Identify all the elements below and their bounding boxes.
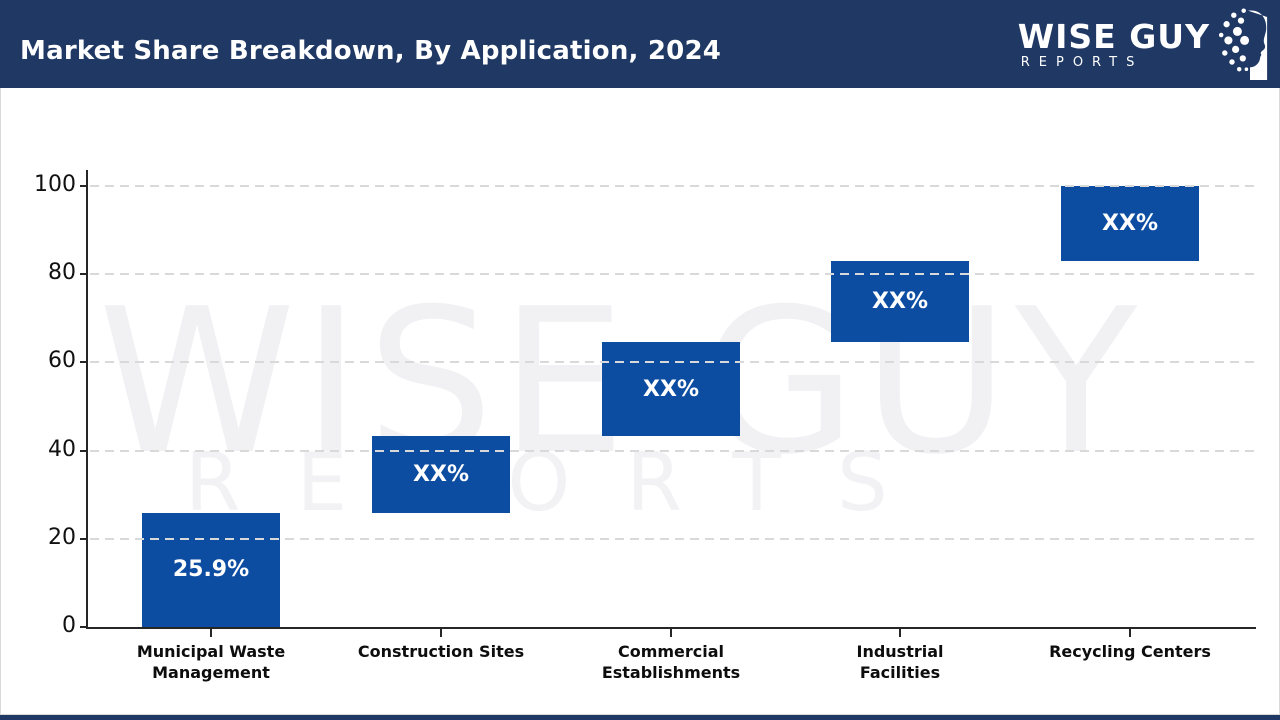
gridline bbox=[90, 273, 1256, 276]
bar-value-label: XX% bbox=[643, 376, 699, 402]
bar-segment: 25.9% bbox=[142, 512, 280, 627]
logo-text: WISE GUY REPORTS bbox=[1018, 20, 1210, 69]
bar-value-label: 25.9% bbox=[172, 557, 250, 583]
bar-value-label: XX% bbox=[413, 462, 469, 488]
gridline bbox=[90, 537, 1256, 540]
x-category-label: Recycling Centers bbox=[1015, 642, 1245, 663]
x-category-label-line: Facilities bbox=[859, 662, 941, 682]
y-tick-label: 40 bbox=[48, 436, 76, 462]
x-category-label: Municipal Waste Management bbox=[96, 642, 326, 684]
bar-segment: XX% bbox=[1061, 186, 1199, 262]
left-border bbox=[0, 88, 1, 720]
y-tick-mark bbox=[80, 361, 88, 364]
y-tick-label: 20 bbox=[48, 524, 76, 550]
wiseguy-logo: WISE GUY REPORTS bbox=[1018, 6, 1268, 82]
y-tick-mark bbox=[80, 185, 88, 187]
x-category-label: Industrial Facilities bbox=[785, 642, 1015, 684]
x-category-label-line: Management bbox=[152, 662, 270, 682]
bottom-hairline bbox=[0, 714, 1280, 715]
x-category-label-line: Commercial bbox=[617, 642, 725, 661]
x-category-label-line: Industrial bbox=[856, 642, 944, 661]
x-tick-mark bbox=[670, 629, 672, 637]
wiseguy-face-icon bbox=[1218, 8, 1268, 81]
x-category-label-line: Establishments bbox=[601, 662, 741, 682]
x-category-label-line: Recycling Centers bbox=[1049, 642, 1211, 661]
chart-title: Market Share Breakdown, By Application, … bbox=[20, 36, 722, 66]
bar-value-label: XX% bbox=[872, 289, 928, 315]
header: Market Share Breakdown, By Application, … bbox=[0, 0, 1280, 88]
y-tick-label: 80 bbox=[48, 260, 76, 286]
logo-wiseguy-text: WISE GUY bbox=[1017, 16, 1210, 56]
bar-segment: XX% bbox=[372, 436, 510, 513]
y-tick-mark bbox=[80, 449, 88, 452]
y-tick-label: 0 bbox=[62, 613, 76, 638]
y-axis-line bbox=[86, 170, 88, 629]
y-tick-label: 100 bbox=[34, 172, 76, 197]
gridline bbox=[90, 449, 1256, 452]
x-category-label: Commercial Establishments bbox=[556, 642, 786, 684]
x-tick-mark bbox=[440, 629, 442, 637]
y-tick-mark bbox=[80, 626, 88, 628]
x-axis-line bbox=[86, 627, 1256, 629]
y-tick-mark bbox=[80, 537, 88, 540]
x-category-label-line: Municipal Waste bbox=[136, 642, 286, 661]
footer-strip bbox=[0, 715, 1280, 720]
y-tick-label: 60 bbox=[48, 348, 76, 374]
x-tick-mark bbox=[899, 629, 901, 637]
x-tick-mark bbox=[1129, 629, 1131, 637]
bar-value-label: XX% bbox=[1102, 211, 1158, 237]
logo-reports-text: REPORTS bbox=[1020, 54, 1144, 70]
x-category-label-line: Construction Sites bbox=[357, 642, 525, 661]
gridline bbox=[90, 185, 1256, 187]
x-tick-mark bbox=[210, 629, 212, 637]
bar-segment: XX% bbox=[602, 341, 740, 437]
x-category-label: Construction Sites bbox=[326, 642, 556, 663]
y-tick-mark bbox=[80, 273, 88, 276]
gridline bbox=[90, 361, 1256, 364]
